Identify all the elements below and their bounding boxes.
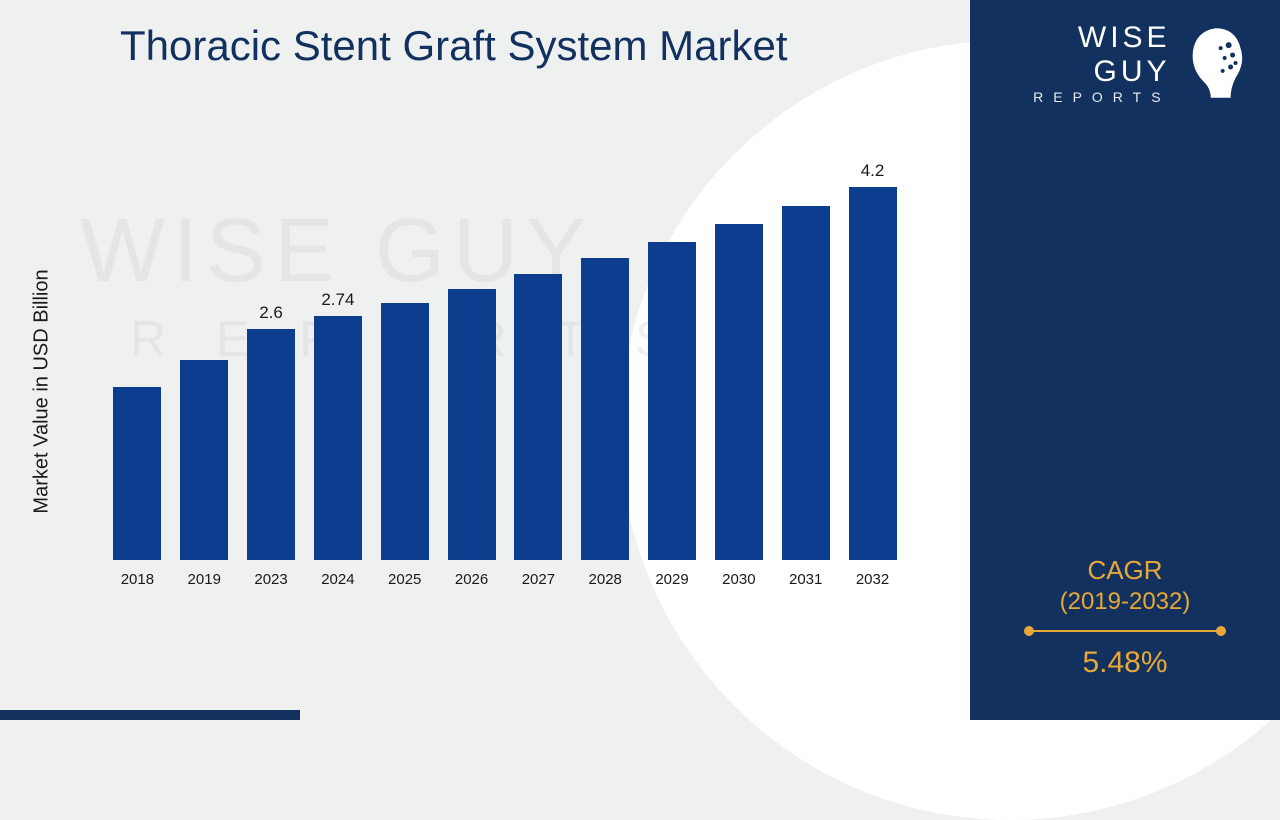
bars-container: 2.62.744.2 <box>100 160 910 560</box>
logo-head-icon <box>1181 23 1250 103</box>
bar <box>514 274 562 560</box>
bar <box>715 224 763 560</box>
bar-wrap <box>575 258 635 560</box>
x-tick-label: 2025 <box>375 571 435 588</box>
bar <box>648 242 696 560</box>
x-tick-label: 2018 <box>107 571 167 588</box>
bar-wrap: 2.6 <box>241 329 301 560</box>
logo-line1: WISE GUY <box>990 21 1171 89</box>
cagr-title: CAGR <box>1020 555 1230 586</box>
cagr-divider <box>1028 630 1222 632</box>
bar-value-label: 2.6 <box>259 303 283 323</box>
plot-area: 2.62.744.2 20182019202320242025202620272… <box>100 160 910 560</box>
bar <box>247 329 295 560</box>
cagr-period: (2019-2032) <box>1020 588 1230 616</box>
x-tick-label: 2028 <box>575 571 635 588</box>
bar-wrap <box>508 274 568 560</box>
brand-logo: WISE GUY REPORTS <box>990 18 1250 108</box>
bar <box>448 289 496 560</box>
bar-chart: Market Value in USD Billion 2.62.744.2 2… <box>60 160 910 600</box>
y-axis-label: Market Value in USD Billion <box>31 269 54 513</box>
x-tick-label: 2031 <box>776 571 836 588</box>
x-tick-label: 2030 <box>709 571 769 588</box>
bar-value-label: 2.74 <box>321 290 354 310</box>
x-tick-label: 2027 <box>508 571 568 588</box>
bar-wrap <box>174 360 234 560</box>
bar <box>180 360 228 560</box>
bar-wrap <box>442 289 502 560</box>
footer-accent-bar <box>0 710 300 720</box>
x-tick-label: 2026 <box>442 571 502 588</box>
x-tick-label: 2024 <box>308 571 368 588</box>
bar-value-label: 4.2 <box>861 161 885 181</box>
x-tick-label: 2032 <box>843 571 903 588</box>
x-tick-label: 2019 <box>174 571 234 588</box>
bar <box>581 258 629 560</box>
cagr-value: 5.48% <box>1020 646 1230 680</box>
chart-title: Thoracic Stent Graft System Market <box>120 22 788 70</box>
bar <box>849 187 897 560</box>
x-tick-label: 2023 <box>241 571 301 588</box>
bar <box>782 206 830 560</box>
bar-wrap <box>642 242 702 560</box>
bar-wrap <box>375 303 435 560</box>
bar-wrap: 2.74 <box>308 316 368 560</box>
bar-wrap <box>107 387 167 560</box>
x-axis: 2018 2019 2023 2024 2025 2026 2027 2028 2029 2030… <box>100 571 910 588</box>
bar <box>314 316 362 560</box>
bar-wrap: 4.2 <box>843 187 903 560</box>
cagr-panel: CAGR (2019-2032) 5.48% <box>1020 555 1230 680</box>
bar <box>113 387 161 560</box>
logo-line2: REPORTS <box>990 89 1171 105</box>
bar <box>381 303 429 560</box>
x-tick-label: 2029 <box>642 571 702 588</box>
bar-wrap <box>709 224 769 560</box>
bar-wrap <box>776 206 836 560</box>
